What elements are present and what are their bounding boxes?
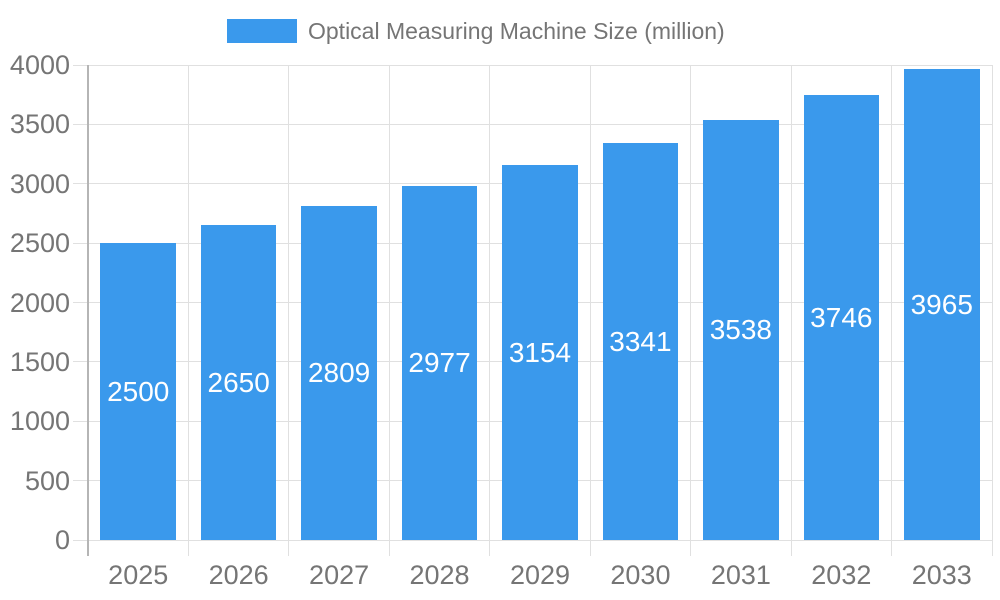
bar bbox=[401, 186, 478, 540]
gridline-vertical bbox=[891, 65, 893, 540]
y-axis-tick-label: 2000 bbox=[9, 287, 70, 318]
bar bbox=[803, 95, 880, 540]
x-axis-tick-label: 2028 bbox=[409, 560, 470, 590]
x-axis-tick-label: 2030 bbox=[610, 560, 671, 590]
gridline-vertical bbox=[187, 65, 189, 540]
gridline-vertical bbox=[690, 65, 692, 540]
x-axis-tick-label: 2031 bbox=[710, 560, 771, 590]
gridline-vertical bbox=[991, 65, 993, 540]
gridline-vertical bbox=[288, 65, 290, 540]
bar bbox=[200, 225, 277, 540]
y-axis-tick bbox=[73, 420, 88, 422]
bar-value-label: 3538 bbox=[709, 313, 773, 345]
y-axis-tick-label: 0 bbox=[54, 525, 70, 555]
bar-value-label: 2977 bbox=[408, 347, 471, 379]
x-axis-tick-label: 2027 bbox=[309, 560, 370, 590]
gridline-vertical bbox=[790, 65, 792, 540]
y-axis-tick-label: 3500 bbox=[9, 109, 70, 140]
y-axis-tick-label: 4000 bbox=[9, 50, 70, 80]
x-axis-tick bbox=[991, 540, 993, 556]
x-axis-tick bbox=[790, 540, 792, 556]
gridline-vertical bbox=[489, 65, 491, 540]
x-axis-tick bbox=[489, 540, 491, 556]
bar-value-label: 3154 bbox=[508, 336, 572, 368]
bar bbox=[502, 165, 578, 540]
gridline-horizontal bbox=[88, 123, 992, 125]
y-axis-tick bbox=[73, 123, 88, 125]
y-axis-tick bbox=[73, 480, 88, 482]
x-axis-tick bbox=[288, 540, 290, 556]
y-axis-tick-label: 500 bbox=[24, 465, 70, 496]
bar bbox=[100, 243, 176, 540]
x-axis-tick-label: 2026 bbox=[208, 560, 269, 590]
x-axis-tick-label: 2033 bbox=[911, 560, 972, 590]
x-axis-tick-label: 2032 bbox=[811, 560, 872, 590]
gridline-vertical bbox=[589, 65, 591, 540]
y-axis-tick bbox=[73, 539, 88, 541]
gridline-horizontal bbox=[88, 539, 992, 541]
bar bbox=[602, 143, 679, 540]
y-axis-line bbox=[87, 65, 89, 556]
x-axis-tick bbox=[891, 540, 893, 556]
x-axis-tick bbox=[388, 540, 390, 556]
y-axis-tick bbox=[73, 361, 88, 363]
bar-value-label: 3746 bbox=[810, 301, 873, 333]
bar-value-label: 2650 bbox=[207, 366, 270, 398]
bar bbox=[301, 206, 377, 540]
x-axis-tick-label: 2029 bbox=[509, 560, 571, 590]
legend: Optical Measuring Machine Size (million) bbox=[227, 7, 725, 55]
y-axis-tick-label: 2500 bbox=[9, 228, 70, 259]
legend-swatch bbox=[227, 19, 297, 43]
x-axis-tick-label: 2025 bbox=[108, 560, 169, 590]
y-axis-tick-label: 1000 bbox=[9, 406, 70, 437]
y-axis-tick-label: 3000 bbox=[9, 168, 70, 199]
legend-label: Optical Measuring Machine Size (million) bbox=[308, 17, 725, 44]
x-axis-tick bbox=[589, 540, 591, 556]
x-axis-tick bbox=[187, 540, 189, 556]
y-axis-tick bbox=[73, 64, 88, 66]
bar-value-label: 2500 bbox=[107, 375, 170, 407]
bar-value-label: 3341 bbox=[609, 325, 672, 357]
bar bbox=[703, 119, 779, 540]
y-axis-tick bbox=[73, 242, 88, 244]
y-axis-tick bbox=[73, 302, 88, 303]
y-axis-tick bbox=[73, 183, 88, 185]
bar bbox=[904, 69, 980, 540]
x-axis-tick bbox=[690, 540, 692, 556]
gridline-vertical bbox=[388, 65, 390, 540]
bar-value-label: 2809 bbox=[307, 357, 371, 389]
bar-value-label: 3965 bbox=[910, 288, 973, 320]
y-axis-tick-label: 1500 bbox=[9, 346, 70, 377]
gridline-horizontal bbox=[88, 64, 992, 66]
